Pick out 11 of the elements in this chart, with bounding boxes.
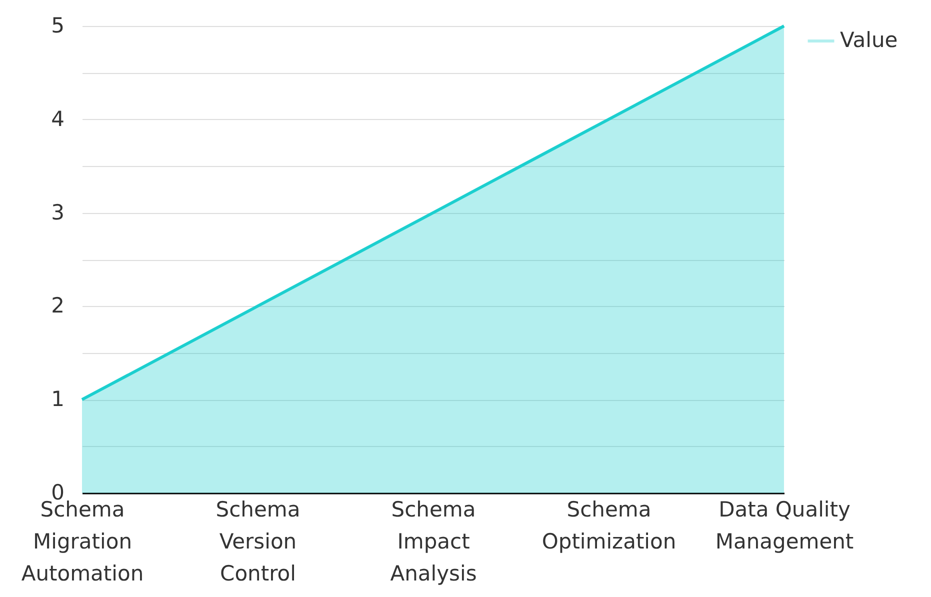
x-tick-label: Schema Optimization <box>542 498 676 554</box>
x-tick-label: Schema Impact Analysis <box>390 498 477 586</box>
x-tick-label: Data Quality Management <box>715 498 854 554</box>
y-tick-label: 5 <box>51 14 64 38</box>
legend-label: Value <box>840 28 898 52</box>
y-tick-label: 1 <box>51 387 64 412</box>
y-tick-label: 3 <box>51 200 64 224</box>
y-tick-label: 0 <box>51 480 64 504</box>
x-tick-label: Schema Version Control <box>216 498 300 586</box>
y-tick-label: 2 <box>51 294 64 318</box>
y-tick-label: 4 <box>51 106 64 131</box>
